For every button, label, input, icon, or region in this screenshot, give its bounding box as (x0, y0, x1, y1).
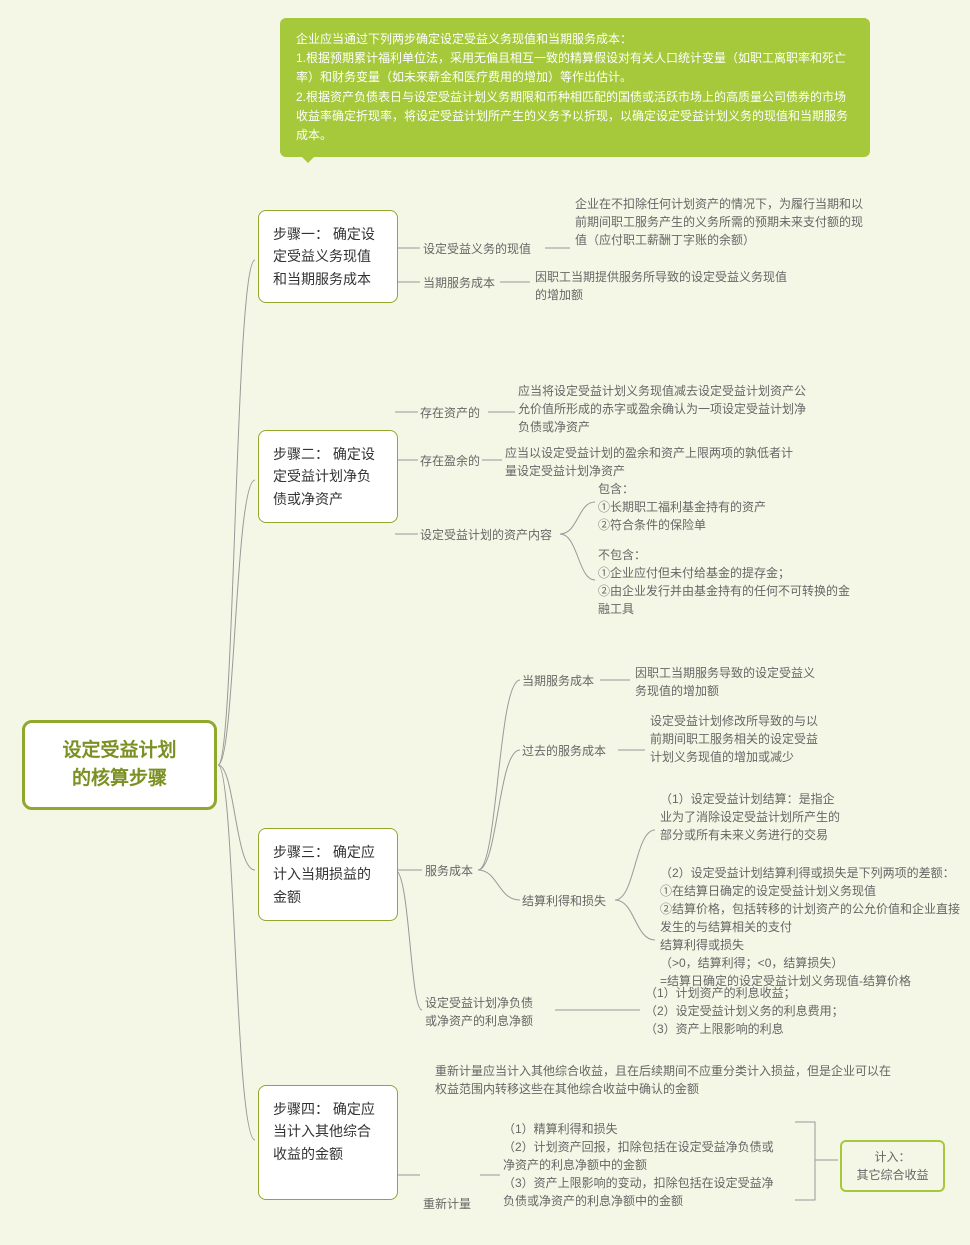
label-4a: 重新计量 (423, 1195, 471, 1213)
root-node: 设定受益计划 的核算步骤 (22, 720, 217, 810)
label-2a: 存在资产的 (420, 404, 480, 422)
label-1a: 设定受益义务的现值 (423, 240, 531, 258)
desc-1b: 因职工当期提供服务所导致的设定受益义务现值的增加额 (535, 268, 795, 304)
callout-note: 企业应当通过下列两步确定设定受益义务现值和当期服务成本： 1.根据预期累计福利单… (280, 18, 870, 157)
label-3b: 设定受益计划净负债 或净资产的利息净额 (425, 994, 533, 1030)
desc-4a: （1）精算利得和损失 （2）计划资产回报，扣除包括在设定受益净负债或净资产的利息… (503, 1120, 783, 1210)
label-3a3: 结算利得和损失 (522, 892, 606, 910)
desc-2b: 应当以设定受益计划的盈余和资产上限两项的孰低者计量设定受益计划净资产 (505, 444, 795, 480)
label-2c: 设定受益计划的资产内容 (420, 526, 552, 544)
result-box: 计入： 其它综合收益 (840, 1140, 945, 1192)
bracket (0, 0, 970, 1245)
label-3a: 服务成本 (425, 862, 473, 880)
label-3a2: 过去的服务成本 (522, 742, 606, 760)
step-4: 步骤四： 确定应当计入其他综合收益的金额 (258, 1085, 398, 1200)
desc-4top: 重新计量应当计入其他综合收益，且在后续期间不应重分类计入损益，但是企业可以在权益… (435, 1062, 895, 1098)
desc-1a: 企业在不扣除任何计划资产的情况下，为履行当期和以前期间职工服务产生的义务所需的预… (575, 195, 865, 249)
desc-2c2: 不包含： ①企业应付但未付给基金的提存金； ②由企业发行并由基金持有的任何不可转… (598, 546, 858, 618)
desc-3a3b: （2）设定受益计划结算利得或损失是下列两项的差额： ①在结算日确定的设定受益计划… (660, 864, 960, 990)
label-1b: 当期服务成本 (423, 274, 495, 292)
step-3: 步骤三： 确定应计入当期损益的金额 (258, 828, 398, 921)
desc-3a1: 因职工当期服务导致的设定受益义务现值的增加额 (635, 664, 815, 700)
desc-3a2: 设定受益计划修改所导致的与以前期间职工服务相关的设定受益计划义务现值的增加或减少 (650, 712, 820, 766)
label-2b: 存在盈余的 (420, 452, 480, 470)
desc-3a3a: （1）设定受益计划结算：是指企业为了消除设定受益计划所产生的部分或所有未来义务进… (660, 790, 840, 844)
desc-2c1: 包含： ①长期职工福利基金持有的资产 ②符合条件的保险单 (598, 480, 828, 534)
desc-2a: 应当将设定受益计划义务现值减去设定受益计划资产公允价值所形成的赤字或盈余确认为一… (518, 382, 813, 436)
step-1: 步骤一： 确定设定受益义务现值和当期服务成本 (258, 210, 398, 303)
desc-3b: （1）计划资产的利息收益； （2）设定受益计划义务的利息费用； （3）资产上限影… (645, 984, 875, 1038)
label-3a1: 当期服务成本 (522, 672, 594, 690)
connectors (0, 0, 970, 1245)
step-2: 步骤二： 确定设定受益计划净负债或净资产 (258, 430, 398, 523)
